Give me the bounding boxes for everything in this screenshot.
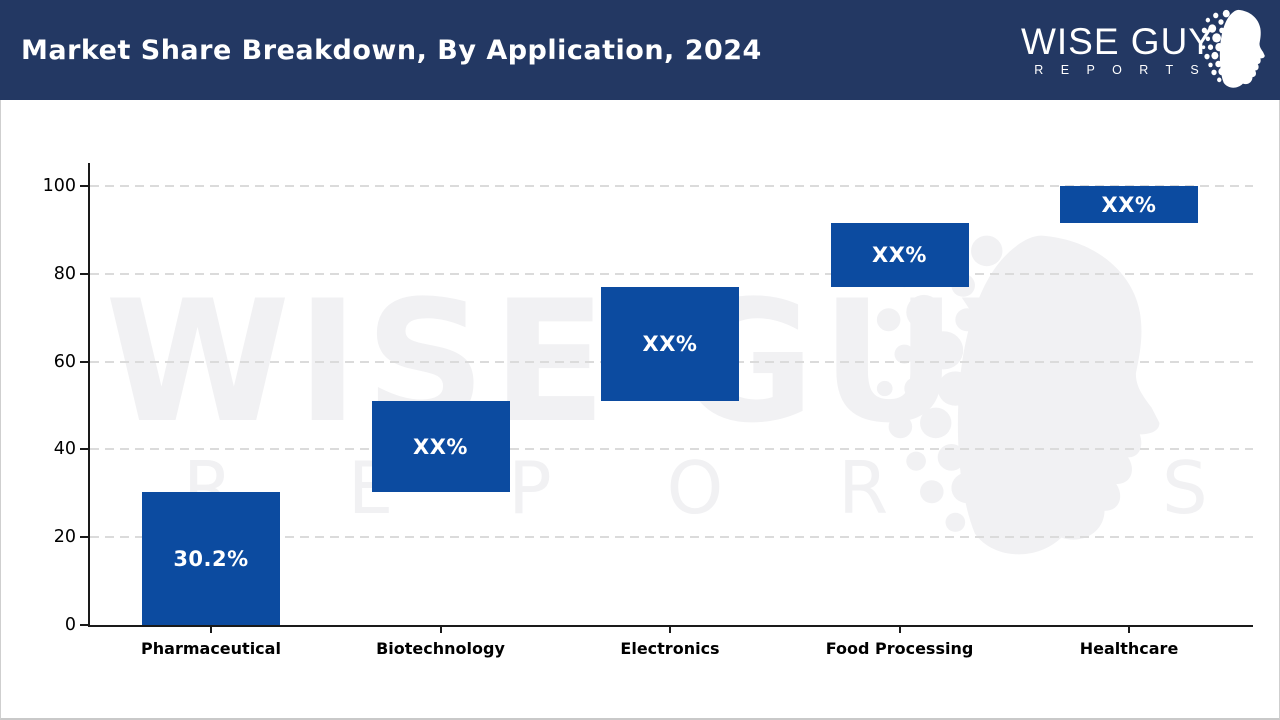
page-title: Market Share Breakdown, By Application, … xyxy=(21,34,762,66)
logo-subtext: R E P O R T S xyxy=(1034,62,1206,77)
x-tick-mark xyxy=(439,626,442,633)
y-tick-mark xyxy=(80,272,88,275)
watermark-head-profile-icon xyxy=(876,235,1160,555)
brand-logo: WISE GUY R E P O R T S xyxy=(1021,7,1270,93)
gridline-100 xyxy=(90,185,1253,187)
bar-healthcare: XX% xyxy=(1060,186,1198,224)
bar-value-label: XX% xyxy=(872,243,927,268)
bar-value-label: XX% xyxy=(413,434,468,459)
y-tick-label: 100 xyxy=(42,176,76,196)
gridline-20 xyxy=(90,536,1253,539)
y-tick-label: 80 xyxy=(53,263,76,284)
logo-wordmark: WISE GUY xyxy=(1020,21,1214,63)
y-tick-label: 40 xyxy=(53,439,76,460)
x-tick-label: Electronics xyxy=(620,639,720,658)
x-tick-label: Pharmaceutical xyxy=(141,639,281,658)
y-axis-line xyxy=(88,163,90,627)
x-tick-mark xyxy=(1128,626,1130,633)
y-tick-mark xyxy=(80,536,88,539)
y-tick-mark xyxy=(80,185,88,187)
y-tick-mark xyxy=(80,448,88,451)
x-tick-mark xyxy=(898,626,901,633)
y-tick-label: 60 xyxy=(53,351,76,372)
y-tick-label: 0 xyxy=(64,615,76,635)
x-tick-mark xyxy=(210,626,212,633)
bar-food-processing: XX% xyxy=(830,223,969,287)
bar-pharmaceutical: 30.2% xyxy=(142,492,280,625)
y-tick-mark xyxy=(80,624,88,626)
x-tick-mark xyxy=(669,626,671,633)
dotted-head-profile-icon xyxy=(1201,9,1265,88)
header: Market Share Breakdown, By Application, … xyxy=(0,0,1280,100)
bar-electronics: XX% xyxy=(601,286,739,402)
x-tick-label: Biotechnology xyxy=(376,639,505,658)
bar-biotechnology: XX% xyxy=(371,401,510,493)
bar-value-label: XX% xyxy=(642,332,698,357)
x-tick-label: Healthcare xyxy=(1079,639,1179,658)
bar-value-label: 30.2% xyxy=(173,546,249,571)
y-tick-mark xyxy=(80,360,88,363)
x-tick-label: Food Processing xyxy=(825,639,974,658)
brand-logo-text: WISE GUY R E P O R T S xyxy=(1020,21,1214,77)
gridline-80 xyxy=(90,272,1253,275)
bar-value-label: XX% xyxy=(1101,192,1157,217)
y-tick-label: 20 xyxy=(53,527,76,548)
gridline-40 xyxy=(90,448,1253,451)
